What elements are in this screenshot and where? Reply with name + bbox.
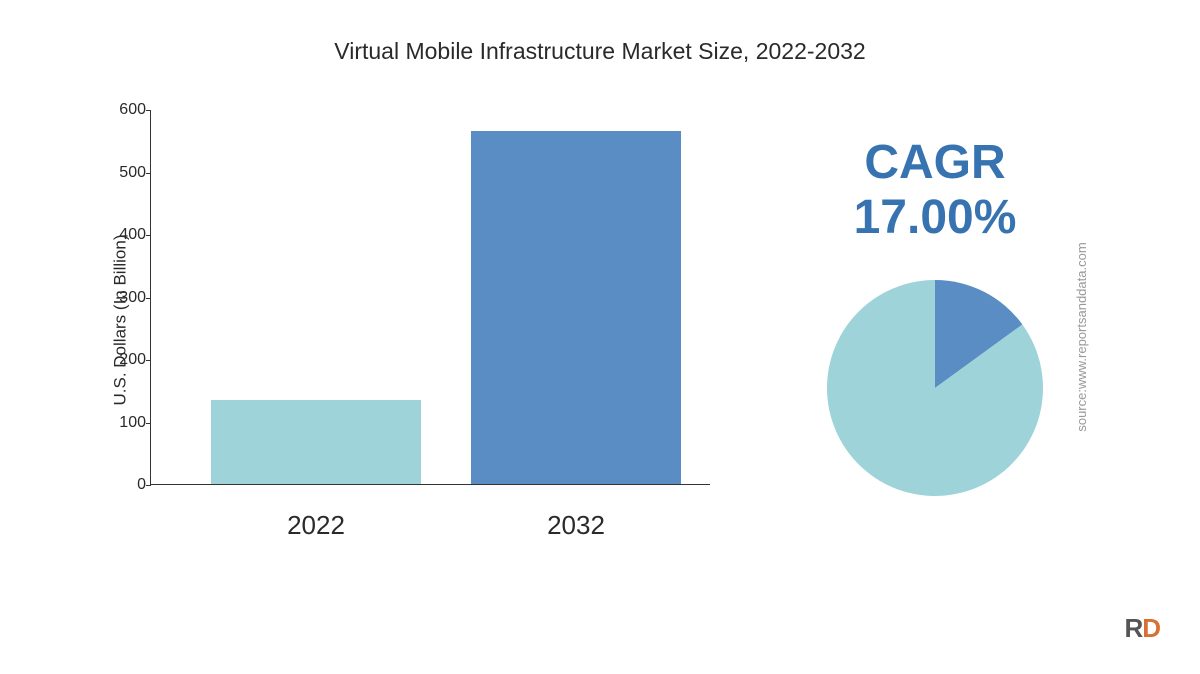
- y-tick-label: 100: [101, 414, 146, 432]
- x-axis-label: 2022: [287, 510, 345, 541]
- y-tick-mark: [146, 173, 151, 174]
- y-tick-mark: [146, 423, 151, 424]
- y-axis-label: U.S. Dollars (In Billion): [111, 235, 131, 406]
- y-tick-label: 400: [101, 226, 146, 244]
- cagr-label: CAGR: [765, 135, 1105, 190]
- cagr-panel: CAGR 17.00%: [765, 135, 1105, 496]
- y-tick-label: 300: [101, 289, 146, 307]
- plot-area: 010020030040050060020222032: [150, 110, 710, 485]
- logo: RD: [1124, 613, 1160, 644]
- x-axis-label: 2032: [547, 510, 605, 541]
- bar: [211, 400, 421, 484]
- y-tick-mark: [146, 298, 151, 299]
- cagr-value: 17.00%: [765, 190, 1105, 245]
- y-tick-label: 0: [101, 476, 146, 494]
- bar: [471, 131, 681, 484]
- y-tick-label: 500: [101, 164, 146, 182]
- y-tick-mark: [146, 235, 151, 236]
- y-tick-mark: [146, 360, 151, 361]
- chart-title: Virtual Mobile Infrastructure Market Siz…: [0, 0, 1200, 65]
- y-tick-mark: [146, 110, 151, 111]
- logo-r: R: [1124, 613, 1142, 643]
- source-attribution: source:www.reportsanddata.com: [1074, 242, 1089, 431]
- y-tick-mark: [146, 485, 151, 486]
- y-tick-label: 200: [101, 351, 146, 369]
- infographic-container: Virtual Mobile Infrastructure Market Siz…: [0, 0, 1200, 674]
- bar-chart: U.S. Dollars (In Billion) 01002003004005…: [90, 100, 720, 540]
- y-tick-label: 600: [101, 101, 146, 119]
- pie-chart: [765, 280, 1105, 496]
- logo-d: D: [1142, 613, 1160, 643]
